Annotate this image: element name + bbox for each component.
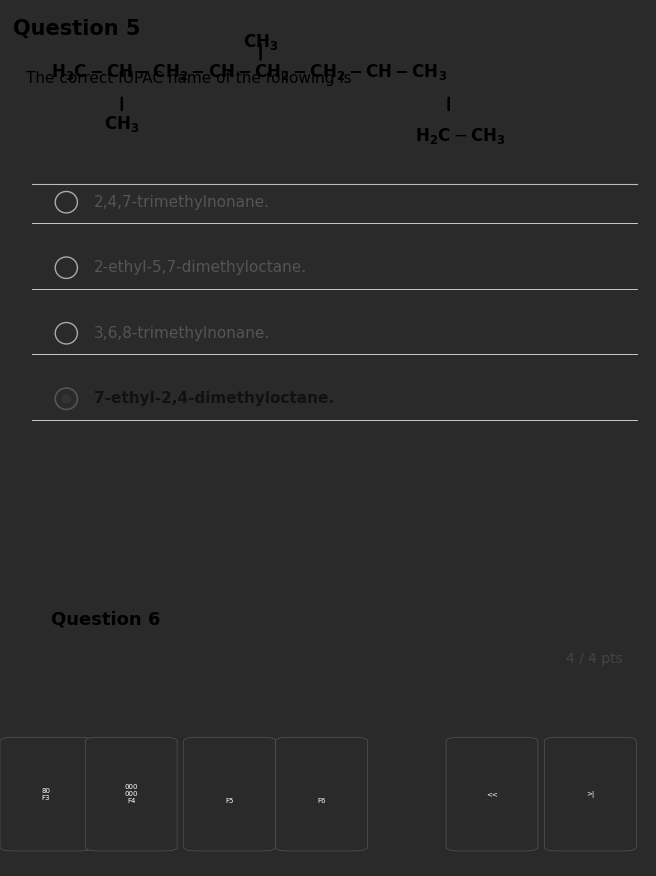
FancyBboxPatch shape	[276, 738, 367, 851]
FancyBboxPatch shape	[0, 738, 92, 851]
Text: 3,6,8-trimethylnonane.: 3,6,8-trimethylnonane.	[94, 326, 270, 341]
Text: Question 6: Question 6	[51, 611, 160, 629]
Text: The correct IUPAC name of the following is: The correct IUPAC name of the following …	[26, 71, 352, 87]
Text: 7-ethyl-2,4-dimethyloctane.: 7-ethyl-2,4-dimethyloctane.	[94, 392, 334, 406]
Text: 000
000
F4: 000 000 F4	[125, 784, 138, 804]
FancyBboxPatch shape	[544, 738, 636, 851]
Text: >|: >|	[586, 791, 594, 797]
Text: $\mathbf{CH_3}$: $\mathbf{CH_3}$	[243, 32, 278, 53]
Text: 80
F3: 80 F3	[41, 788, 51, 801]
Text: Question 5: Question 5	[13, 19, 140, 39]
Text: $\mathbf{H_2C}-\mathbf{CH_3}$: $\mathbf{H_2C}-\mathbf{CH_3}$	[415, 126, 505, 146]
FancyBboxPatch shape	[184, 738, 276, 851]
FancyBboxPatch shape	[446, 738, 538, 851]
FancyBboxPatch shape	[85, 738, 177, 851]
Text: 4 / 4 pts: 4 / 4 pts	[566, 653, 623, 666]
Text: F6: F6	[318, 784, 325, 804]
Text: 2,4,7-trimethylnonane.: 2,4,7-trimethylnonane.	[94, 194, 270, 209]
Text: 2-ethyl-5,7-dimethyloctane.: 2-ethyl-5,7-dimethyloctane.	[94, 260, 307, 275]
Text: <<: <<	[486, 791, 498, 797]
Text: $\mathbf{CH_3}$: $\mathbf{CH_3}$	[104, 114, 140, 134]
Text: F5: F5	[226, 784, 234, 804]
Circle shape	[62, 394, 71, 403]
Text: $\mathbf{H_3C-CH-CH_2-CH-CH_2-CH_2-CH-CH_3}$: $\mathbf{H_3C-CH-CH_2-CH-CH_2-CH_2-CH-CH…	[51, 62, 447, 82]
